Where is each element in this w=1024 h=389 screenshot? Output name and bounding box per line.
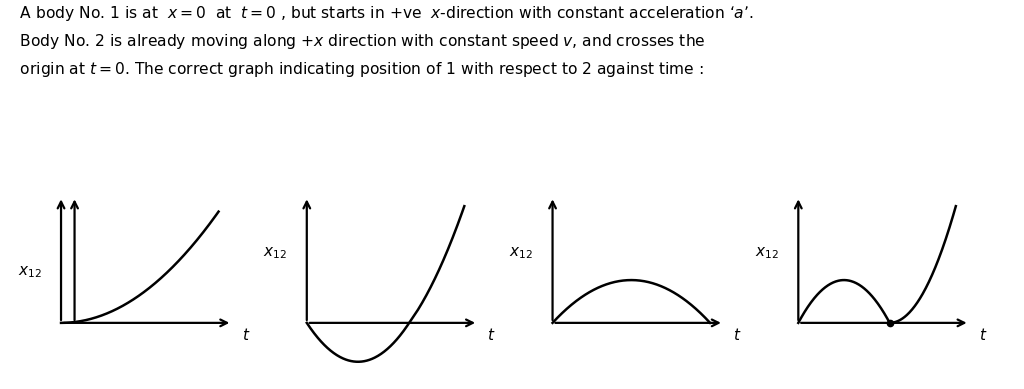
Text: $x_{12}$: $x_{12}$ bbox=[17, 265, 41, 280]
Text: $x_{12}$: $x_{12}$ bbox=[509, 245, 532, 261]
Text: $x_{12}$: $x_{12}$ bbox=[755, 245, 778, 261]
Text: $t$: $t$ bbox=[242, 326, 250, 343]
Text: $t$: $t$ bbox=[979, 326, 987, 343]
Text: $t$: $t$ bbox=[733, 326, 741, 343]
Text: $x_{12}$: $x_{12}$ bbox=[263, 245, 287, 261]
Text: $t$: $t$ bbox=[487, 326, 496, 343]
Text: A body No. 1 is at  $x=0$  at  $t=0$ , but starts in +ve  $x$-direction with con: A body No. 1 is at $x=0$ at $t=0$ , but … bbox=[10, 4, 754, 79]
